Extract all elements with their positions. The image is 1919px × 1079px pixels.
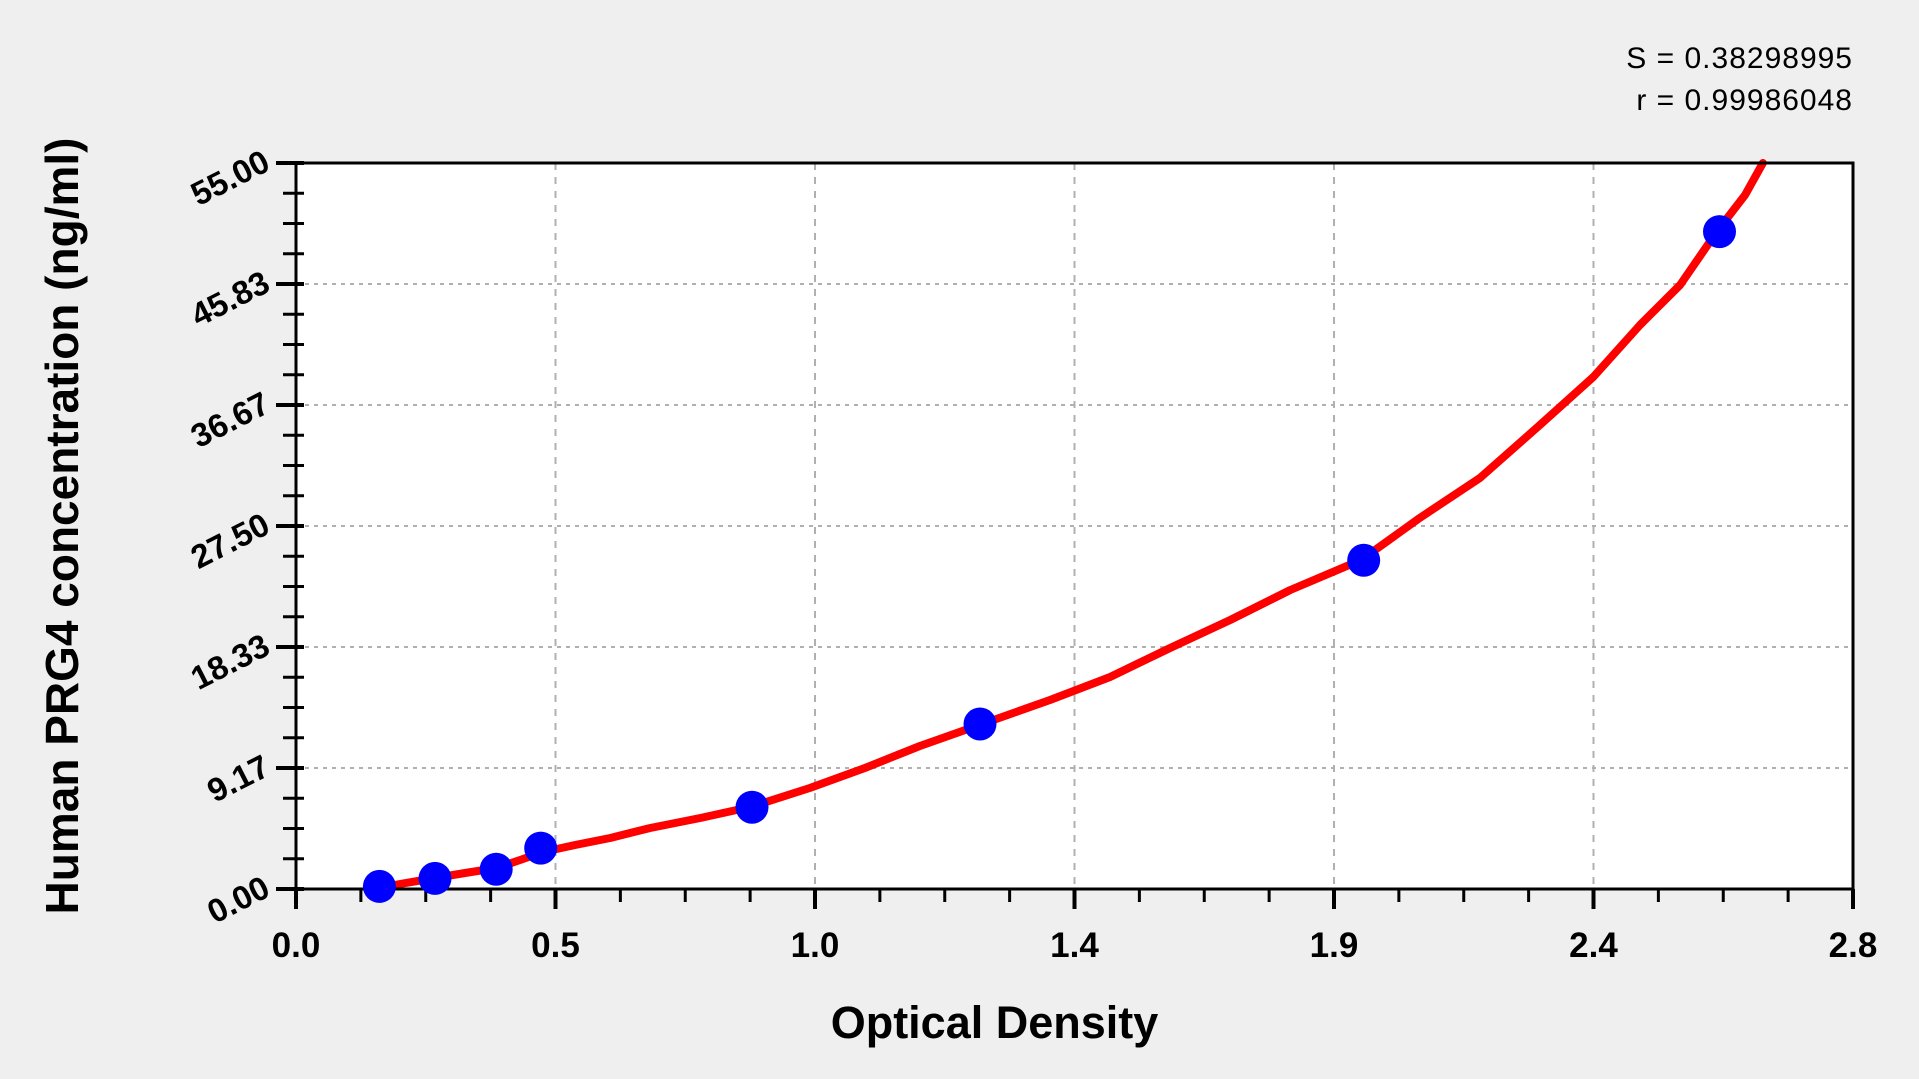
x-tick-label: 2.4 — [1569, 926, 1618, 965]
y-tick-label: 55.00 — [185, 142, 275, 212]
data-point — [362, 869, 396, 903]
y-tick-label: 27.50 — [185, 505, 275, 575]
x-tick-label: 1.0 — [791, 926, 840, 965]
data-point — [418, 861, 452, 895]
x-tick-label: 1.4 — [1050, 926, 1099, 965]
data-point — [1703, 215, 1736, 249]
y-tick-label: 45.83 — [185, 263, 275, 333]
y-tick-label: 0.00 — [201, 868, 275, 930]
x-tick-label: 2.8 — [1829, 926, 1878, 965]
y-tick-label: 18.33 — [185, 626, 275, 696]
data-point — [524, 831, 558, 865]
x-tick-label: 1.9 — [1310, 926, 1359, 965]
y-tick-label: 9.17 — [201, 747, 275, 809]
plot-border — [294, 161, 1855, 891]
data-point — [1347, 543, 1381, 577]
x-tick-label: 0.0 — [272, 926, 321, 965]
stats-r-value: r = 0.99986048 — [1636, 84, 1853, 117]
y-tick-label: 36.67 — [185, 384, 275, 454]
y-axis-title: Human PRG4 concentration (ng/ml) — [36, 138, 88, 915]
x-axis-title: Optical Density — [831, 997, 1159, 1048]
stats-s-value: S = 0.38298995 — [1626, 42, 1853, 75]
data-point — [479, 852, 513, 886]
data-point — [735, 790, 769, 824]
x-tick-label: 0.5 — [531, 926, 580, 965]
data-point — [963, 707, 997, 741]
